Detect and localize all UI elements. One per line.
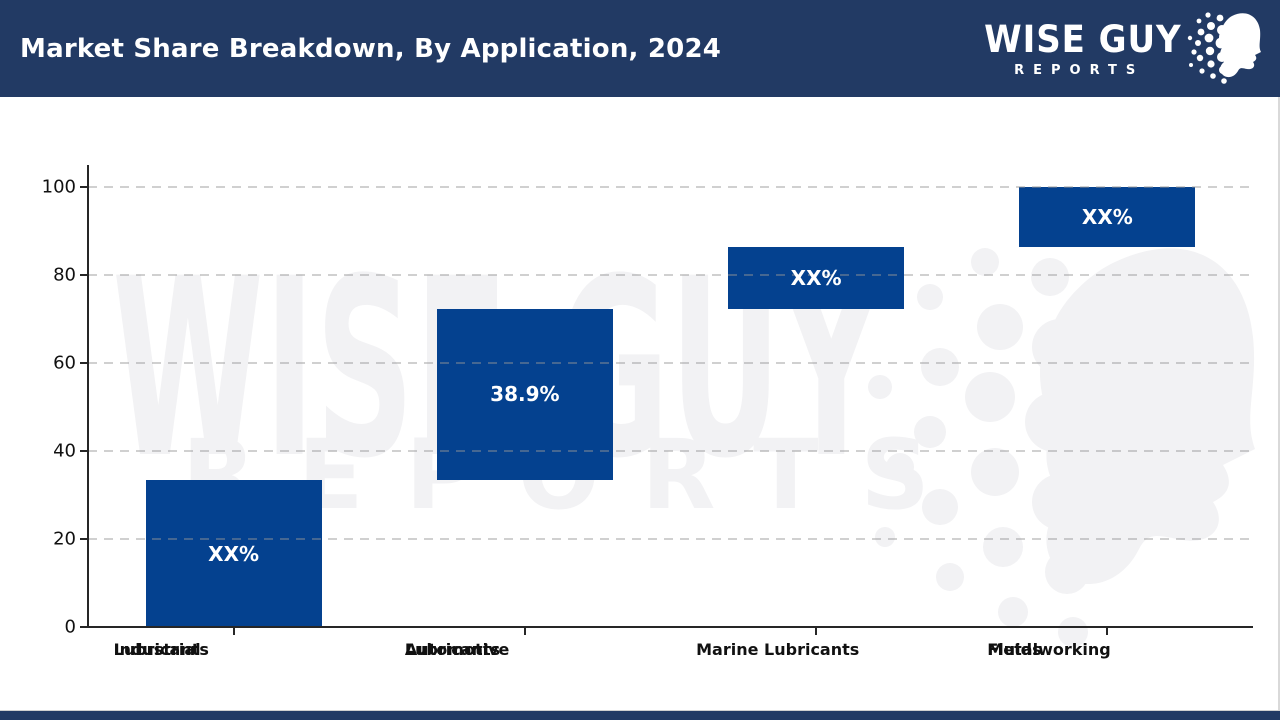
bar-value-label-automotive-lubricants: 38.9% bbox=[490, 382, 560, 407]
chart-title: Market Share Breakdown, By Application, … bbox=[20, 33, 722, 64]
gridline-40 bbox=[88, 450, 1253, 452]
bar-marine-lubricants bbox=[728, 246, 905, 309]
y-tick-20 bbox=[80, 538, 88, 540]
bar-value-label-industrial-lubricants: XX% bbox=[208, 541, 260, 566]
x-tick-industrial-lubricants bbox=[232, 628, 235, 635]
y-tick-100 bbox=[80, 186, 88, 188]
bar-value-label-marine-lubricants: XX% bbox=[790, 265, 842, 290]
chart-plot-area: WISE GUY REPORTS 020406080100XX%Industri… bbox=[0, 97, 1280, 712]
wiseguy-face-icon bbox=[1187, 11, 1261, 84]
gridline-20 bbox=[88, 538, 1253, 540]
gridline-60 bbox=[88, 362, 1253, 364]
wiseguy-logo-text: WISE GUY REPORTS bbox=[967, 21, 1182, 77]
y-tick-label-0: 0 bbox=[64, 616, 76, 638]
x-axis-line bbox=[87, 626, 1253, 628]
y-tick-0 bbox=[80, 626, 88, 628]
watermark-face-icon bbox=[868, 248, 1255, 647]
bar-value-label-metalworking-fluids: XX% bbox=[1081, 204, 1133, 229]
bar-metalworking-fluids bbox=[1019, 187, 1196, 247]
y-tick-80 bbox=[80, 274, 88, 276]
x-tick-marine-lubricants bbox=[815, 628, 818, 635]
y-tick-label-100: 100 bbox=[41, 176, 76, 198]
y-tick-60 bbox=[80, 362, 88, 364]
gridline-80 bbox=[88, 274, 1253, 276]
logo-subtext: REPORTS bbox=[1014, 62, 1145, 78]
y-tick-label-20: 20 bbox=[53, 528, 76, 550]
y-tick-label-80: 80 bbox=[53, 264, 76, 286]
y-axis-line bbox=[87, 165, 89, 627]
x-tick-automotive-lubricants bbox=[523, 628, 526, 635]
footer-bar bbox=[0, 710, 1280, 720]
bar-automotive-lubricants bbox=[436, 308, 613, 481]
y-tick-40 bbox=[80, 450, 88, 452]
bar-industrial-lubricants bbox=[145, 480, 322, 627]
y-tick-label-40: 40 bbox=[53, 440, 76, 462]
logo-wordmark: WISE GUY bbox=[984, 17, 1182, 61]
gridline-100 bbox=[88, 186, 1253, 188]
x-tick-metalworking-fluids bbox=[1106, 628, 1109, 635]
y-tick-label-60: 60 bbox=[53, 352, 76, 374]
wiseguy-logo: WISE GUY REPORTS bbox=[967, 8, 1262, 90]
header-bar: Market Share Breakdown, By Application, … bbox=[0, 0, 1280, 97]
